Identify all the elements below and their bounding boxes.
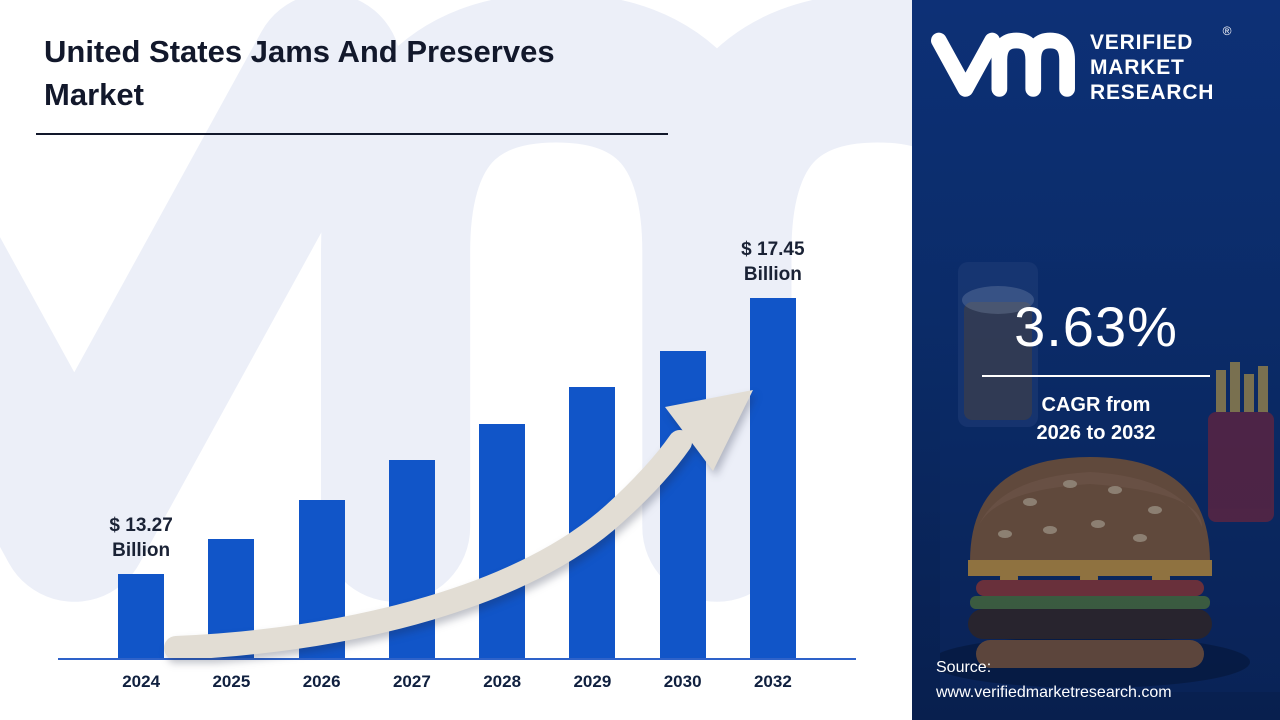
bar-column-2030 (638, 262, 728, 658)
page-title-line2: Market (44, 77, 144, 113)
sidebar-panel: VERIFIED MARKET RESEARCH ® 3.63% CAGR fr… (912, 0, 1280, 720)
x-axis-label-2025: 2025 (212, 672, 251, 691)
vm-watermark-icon (0, 0, 912, 602)
burger-and-drink-image (940, 262, 1280, 692)
source-url[interactable]: www.verifiedmarketresearch.com (936, 684, 1172, 702)
bars-area: $ 13.27 Billion $ 17.45 Billion (58, 239, 856, 660)
cagr-value: 3.63% (1014, 295, 1178, 358)
x-axis-label-2029: 2029 (573, 672, 612, 691)
title-underline (36, 133, 668, 135)
x-axis-label-2028: 2028 (483, 672, 522, 691)
cagr-label: CAGR from 2026 to 2032 (912, 391, 1280, 447)
bar-2026 (298, 500, 345, 658)
last-bar-value-label: $ 17.45 Billion (741, 238, 805, 286)
registered-mark: ® (1222, 24, 1233, 38)
brand-name-line2: MARKET (1090, 56, 1185, 80)
x-axis-label-2024: 2024 (122, 672, 161, 691)
source-block: Source: www.verifiedmarketresearch.com (936, 656, 1172, 706)
x-axis-labels: 2024 2025 2026 2027 2028 2029 2030 2032 (58, 672, 856, 692)
bar-2030 (659, 351, 706, 658)
bar-2029 (569, 387, 616, 658)
x-axis-label-2026: 2026 (302, 672, 341, 691)
bar-column-2024: $ 13.27 Billion (96, 262, 186, 658)
cagr-label-line1: CAGR from (1041, 394, 1151, 416)
page-title-line1: United States Jams And Preserves (44, 34, 555, 69)
bar-column-2027 (367, 262, 457, 658)
bar-column-2026 (277, 262, 367, 658)
brand-name: VERIFIED MARKET RESEARCH ® (1090, 24, 1231, 106)
cagr-divider (982, 375, 1210, 377)
brand-name-line3: RESEARCH (1090, 81, 1215, 105)
bar-chart: $ 13.27 Billion $ 17.45 Billion 2024 2025 202… (58, 239, 856, 692)
cagr-block: 3.63% CAGR from 2026 to 2032 (912, 294, 1280, 447)
x-axis-label-2032: 2032 (753, 672, 792, 691)
x-axis-label-2027: 2027 (392, 672, 431, 691)
bar-column-2032: $ 17.45 Billion (728, 239, 818, 658)
bar-2027 (388, 460, 435, 658)
brand-logo: VERIFIED MARKET RESEARCH ® (928, 24, 1268, 106)
cagr-label-line2: 2026 to 2032 (1036, 422, 1156, 444)
bar-column-2029 (547, 262, 637, 658)
bar-column-2028 (457, 262, 547, 658)
bar-2028 (479, 424, 526, 658)
first-bar-value-label: $ 13.27 Billion (109, 514, 173, 562)
source-label: Source: (936, 659, 992, 677)
page-title: United States Jams And Preserves Market (44, 30, 555, 117)
chart-panel: United States Jams And Preserves Market … (0, 0, 912, 692)
x-axis-label-2030: 2030 (663, 672, 702, 691)
bar-2024 (118, 574, 165, 658)
bar-2032 (749, 298, 796, 658)
vmr-logo-icon (931, 32, 1075, 97)
bar-column-2025 (186, 262, 276, 658)
brand-name-line1: VERIFIED (1090, 31, 1194, 54)
